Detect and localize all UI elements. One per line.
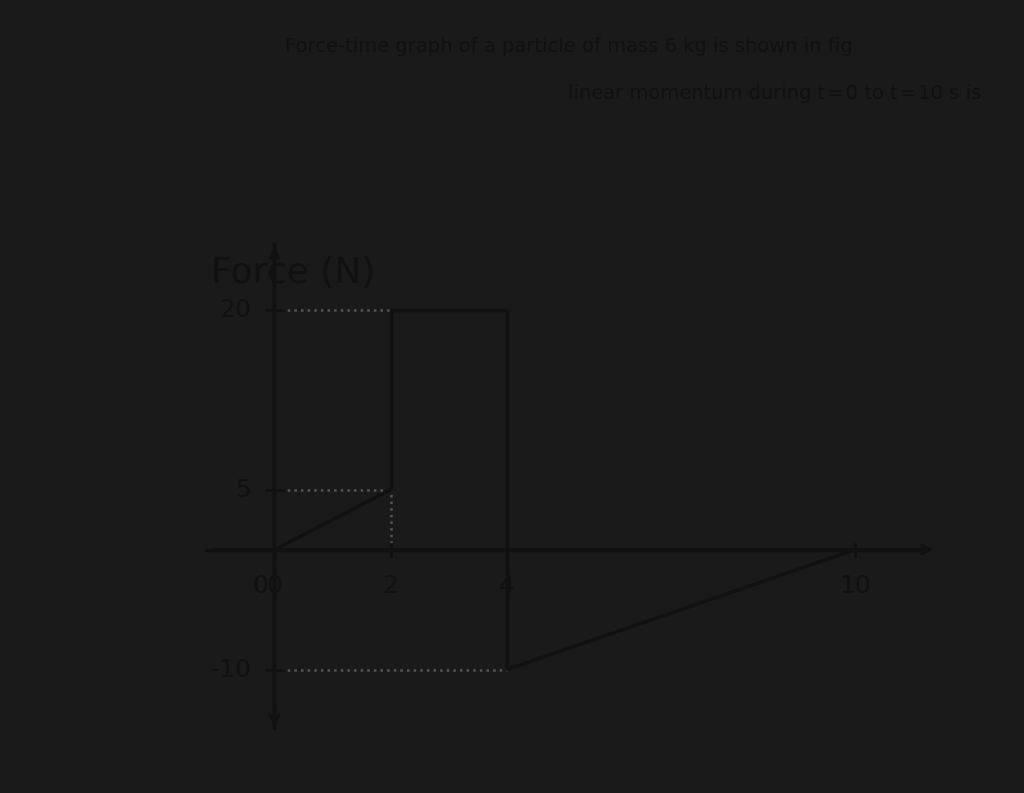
Text: -10: -10	[210, 657, 251, 682]
Text: 0: 0	[266, 573, 283, 598]
Text: 10: 10	[839, 573, 870, 598]
Text: 2: 2	[383, 573, 398, 598]
Text: Force (N): Force (N)	[211, 256, 375, 290]
Text: linear momentum during t = 0 to t = 10 s is: linear momentum during t = 0 to t = 10 s…	[568, 84, 981, 103]
Text: 20: 20	[219, 298, 251, 322]
Text: 0: 0	[252, 573, 268, 598]
Text: Force-time graph of a particle of mass 6 kg is shown in fig: Force-time graph of a particle of mass 6…	[285, 36, 852, 56]
Text: 5: 5	[236, 477, 251, 502]
Text: 4: 4	[499, 573, 515, 598]
